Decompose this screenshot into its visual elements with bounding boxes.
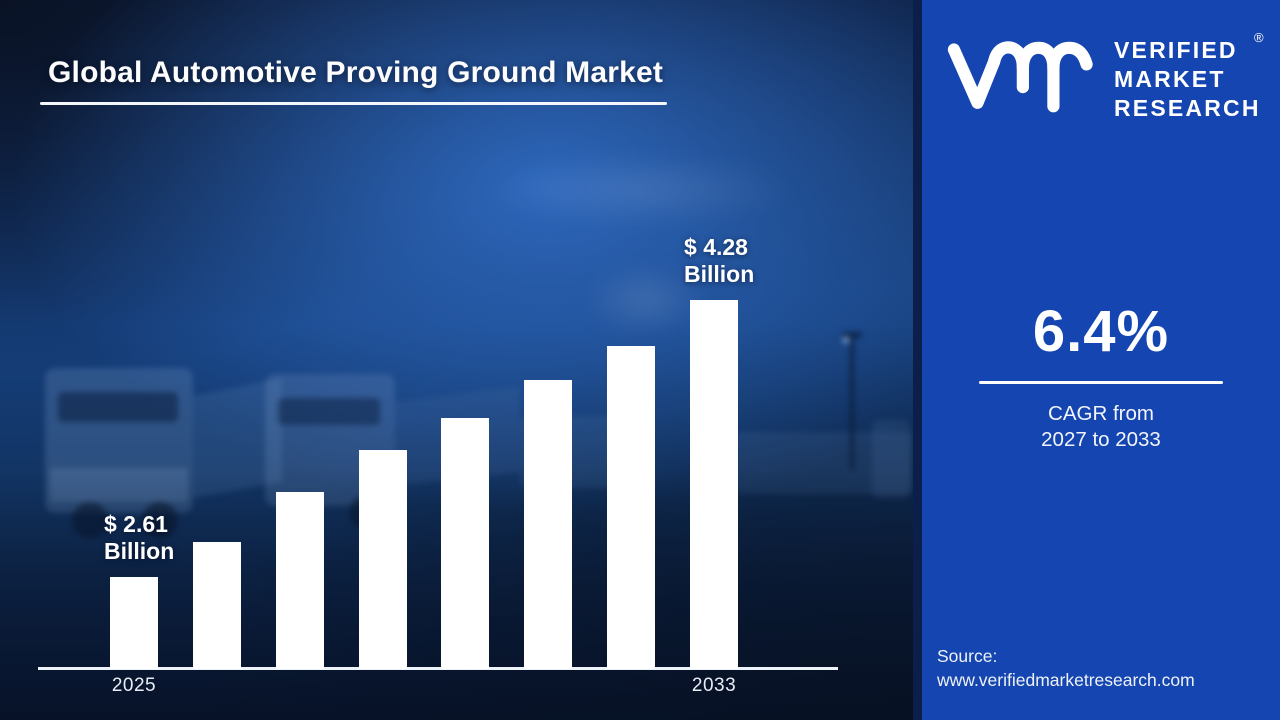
bar-chart: 2025 2033 $ 2.61 Billion $ 4.28 Billion (38, 234, 838, 696)
tick-label-2025: 2025 (111, 675, 157, 696)
bar-year-4 (441, 418, 490, 669)
brand-line-1: VERIFIED (1114, 37, 1238, 63)
title-underline (40, 102, 667, 105)
bar-2025 (110, 577, 158, 669)
x-axis-line (38, 667, 838, 670)
bar-year-6 (607, 346, 656, 669)
bar-2033 (690, 300, 739, 669)
bar-year-5 (524, 380, 573, 669)
registered-trademark-icon: ® (1254, 30, 1264, 45)
source-label: Source: (937, 646, 998, 666)
brand-line-2: MARKET (1114, 66, 1226, 92)
bar-year-2 (275, 492, 324, 669)
cagr-value: 6.4% (1032, 299, 1170, 364)
page-title: Global Automotive Proving Ground Market (48, 56, 664, 89)
cagr-caption-line1: CAGR from (1048, 402, 1154, 425)
info-panel: VERIFIED MARKET RESEARCH ® 6.4% CAGR fro… (922, 0, 1280, 720)
value-label-$ 4.28-Billion: $ 4.28 Billion (684, 234, 755, 287)
panel-divider (913, 0, 922, 720)
cagr-stat-block: 6.4% CAGR from 2027 to 2033 (922, 298, 1280, 453)
stat-underline (979, 381, 1223, 384)
tick-label-2033: 2033 (691, 675, 737, 696)
brand-line-3: RESEARCH (1114, 95, 1261, 121)
vmr-logo-icon (947, 41, 1093, 113)
chart-section: Global Automotive Proving Ground Market … (0, 0, 913, 720)
brand-name: VERIFIED MARKET RESEARCH (1114, 36, 1261, 123)
cagr-caption-line2: 2027 to 2033 (1041, 428, 1161, 451)
bar-year-1 (192, 542, 241, 669)
value-label-$ 2.61-Billion: $ 2.61 Billion (104, 511, 175, 564)
source-block: Source: www.verifiedmarketresearch.com (937, 644, 1195, 692)
bar-year-3 (358, 450, 407, 669)
cagr-caption: CAGR from 2027 to 2033 (922, 401, 1280, 453)
source-url: www.verifiedmarketresearch.com (937, 670, 1195, 690)
